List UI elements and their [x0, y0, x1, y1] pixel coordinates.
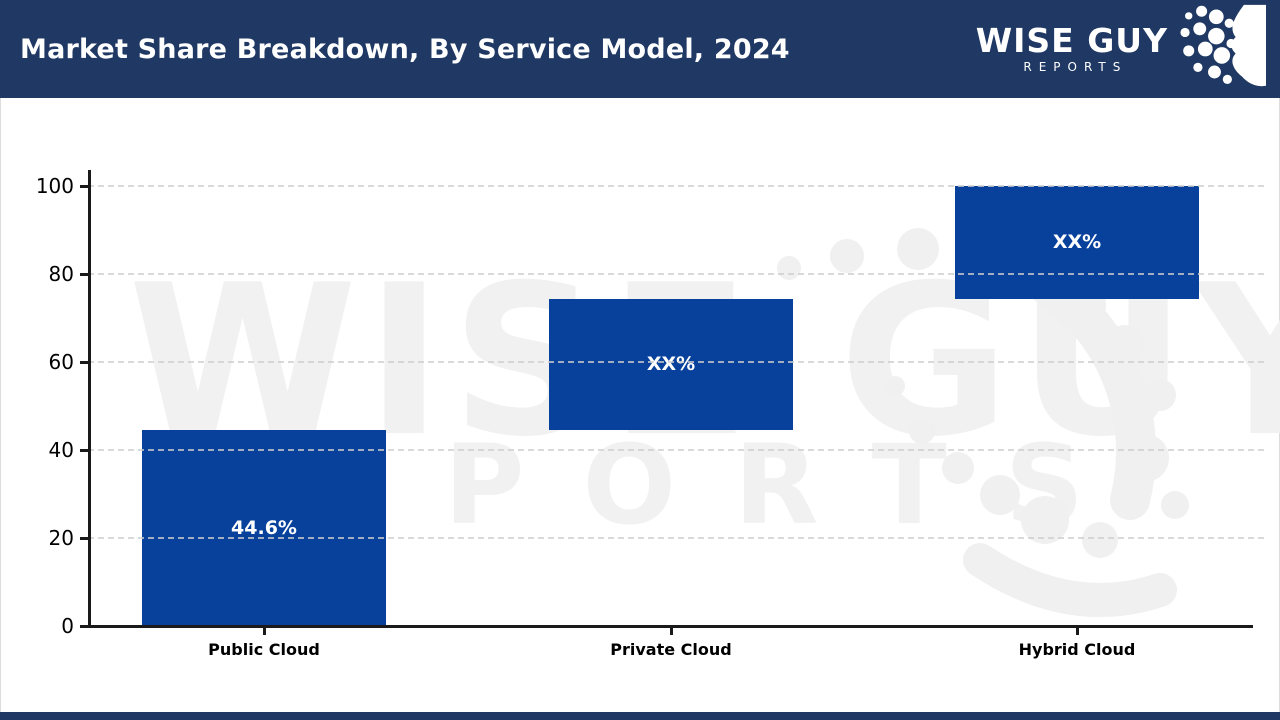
y-tick-label-20: 20: [48, 526, 74, 550]
y-tick-label-80: 80: [48, 262, 74, 286]
y-tick-label-40: 40: [48, 438, 74, 462]
bar-value-label: XX%: [1052, 231, 1102, 254]
x-tick-2: [670, 628, 673, 635]
x-axis-line: [88, 625, 1253, 628]
watermark-face-dots: [777, 228, 1189, 617]
y-axis-line: [88, 170, 91, 628]
y-tick-label-0: 0: [61, 614, 74, 638]
bar-public-cloud: 44.6%: [142, 429, 386, 626]
y-tick-label-100: 100: [35, 174, 74, 198]
logo-wordmark: WISE GUY: [975, 21, 1168, 60]
x-category-label: Hybrid Cloud: [1018, 640, 1136, 659]
logo-face-icon: [1180, 4, 1266, 87]
logo-subtitle: REPORTS: [1023, 60, 1128, 74]
bar-hybrid-cloud: XX%: [955, 186, 1199, 299]
gridline-80: [88, 273, 1264, 275]
gridline-20: [88, 537, 1264, 539]
gridline-60: [88, 361, 1264, 363]
bar-value-label: XX%: [646, 353, 696, 376]
gridline-40: [88, 449, 1264, 451]
x-tick-1: [263, 628, 266, 635]
footer-bar: [0, 712, 1280, 720]
y-tick-80: [80, 273, 88, 276]
x-tick-3: [1076, 628, 1079, 635]
page-title: Market Share Breakdown, By Service Model…: [20, 33, 790, 65]
y-tick-60: [80, 361, 88, 364]
bar-private-cloud: XX%: [549, 298, 793, 430]
logo-text: WISE GUY REPORTS: [976, 24, 1168, 74]
header-bar: Market Share Breakdown, By Service Model…: [0, 0, 1280, 98]
wise-guy-reports-logo: WISE GUY REPORTS: [976, 0, 1266, 98]
y-tick-0: [80, 625, 88, 628]
bar-value-label: 44.6%: [231, 516, 297, 539]
x-category-label: Public Cloud: [208, 640, 320, 659]
y-tick-40: [80, 449, 88, 452]
x-category-label: Private Cloud: [610, 640, 732, 659]
y-tick-label-60: 60: [48, 350, 74, 374]
y-tick-20: [80, 537, 88, 540]
gridline-100: [88, 185, 1264, 187]
y-tick-100: [80, 185, 88, 188]
